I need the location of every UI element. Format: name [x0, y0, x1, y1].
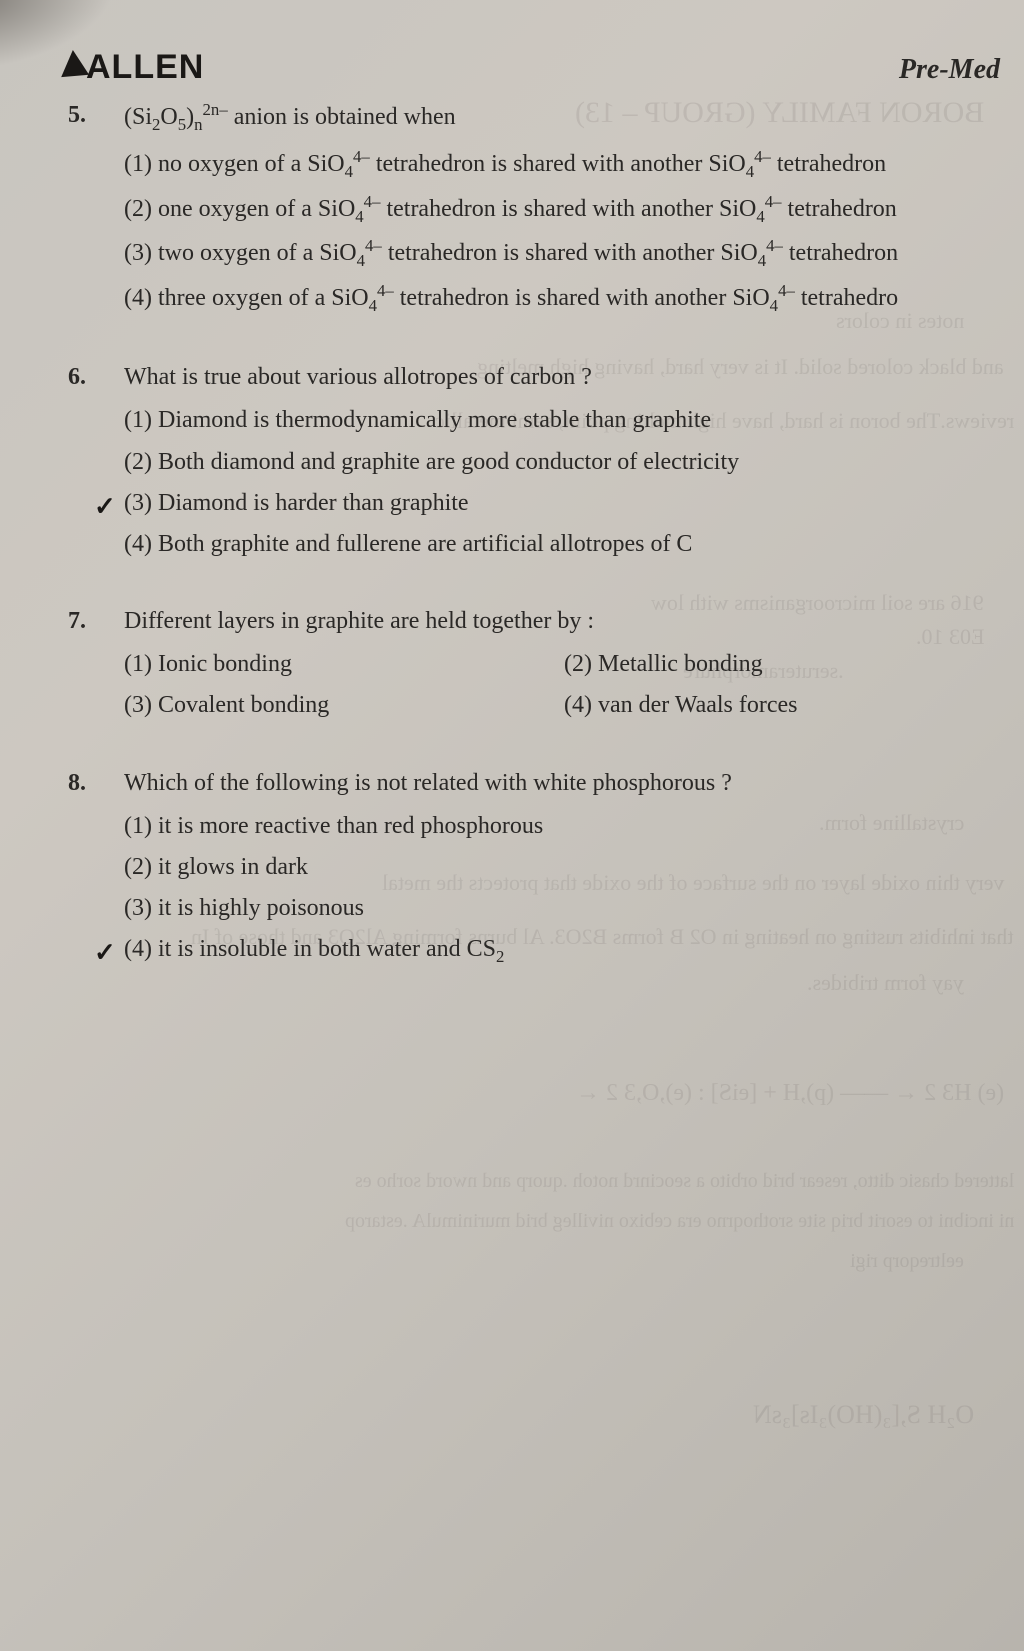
option-text: (1) no oxygen of a SiO44– tetrahedron is… — [124, 151, 886, 177]
question-row: 7.Different layers in graphite are held … — [68, 603, 1004, 729]
option: (3) it is highly poisonous — [124, 890, 1004, 927]
question: 6.What is true about various allotropes … — [68, 359, 1004, 567]
option: (4) three oxygen of a SiO44– tetrahedron… — [124, 278, 1004, 319]
question: 5.(Si2O5)n2n– anion is obtained when (1) … — [68, 97, 1004, 323]
option: (2) Metallic bonding — [564, 646, 1004, 683]
option: (3) two oxygen of a SiO44– tetrahedron i… — [124, 233, 1004, 274]
option: (2) one oxygen of a SiO44– tetrahedron i… — [124, 189, 1004, 230]
question-number: 5. — [68, 97, 124, 323]
header-right: Pre-Med — [899, 54, 1004, 86]
check-icon: ✓ — [94, 933, 116, 973]
option-text: (1) it is more reactive than red phospho… — [124, 813, 543, 839]
options: (1) it is more reactive than red phospho… — [124, 808, 1004, 970]
option: (1) Ionic bonding — [124, 646, 564, 683]
option: (4) van der Waals forces — [564, 687, 1004, 724]
questions-container: 5.(Si2O5)n2n– anion is obtained when (1) … — [68, 97, 1004, 974]
option: ✓(3) Diamond is harder than graphite — [124, 485, 1004, 522]
option-text: (4) it is insoluble in both water and CS… — [124, 936, 504, 962]
question-stem: Which of the following is not related wi… — [124, 765, 1004, 802]
option: (3) Covalent bonding — [124, 687, 564, 724]
option-text: (4) Both graphite and fullerene are arti… — [124, 531, 692, 557]
option: ✓(4) it is insoluble in both water and C… — [124, 931, 1004, 970]
options: (1) no oxygen of a SiO44– tetrahedron is… — [124, 144, 1004, 319]
question-number: 7. — [68, 603, 124, 729]
option-text: (4) van der Waals forces — [564, 692, 798, 718]
option-text: (4) three oxygen of a SiO44– tetrahedron… — [124, 285, 898, 311]
option: (1) Diamond is thermodynamically more st… — [124, 402, 1004, 439]
option-text: (2) Both diamond and graphite are good c… — [124, 449, 739, 475]
question: 8.Which of the following is not related … — [68, 765, 1004, 975]
question-stem: What is true about various allotropes of… — [124, 359, 1004, 396]
option-text: (3) Covalent bonding — [124, 692, 329, 718]
option-text: (3) it is highly poisonous — [124, 895, 364, 921]
question-number: 6. — [68, 359, 124, 567]
question-stem: Different layers in graphite are held to… — [124, 603, 1004, 640]
options: (1) Ionic bonding (2) Metallic bonding (3)… — [124, 646, 1004, 728]
option-text: (2) Metallic bonding — [564, 651, 763, 677]
option: (1) it is more reactive than red phospho… — [124, 808, 1004, 845]
option-text: (2) one oxygen of a SiO44– tetrahedron i… — [124, 196, 897, 222]
question-row: 6.What is true about various allotropes … — [68, 359, 1004, 567]
options: (1) Diamond is thermodynamically more st… — [124, 402, 1004, 563]
header: ALLEN Pre-Med — [68, 48, 1004, 87]
question-body: Which of the following is not related wi… — [124, 765, 1004, 975]
option: (1) no oxygen of a SiO44– tetrahedron is… — [124, 144, 1004, 185]
option: (4) Both graphite and fullerene are arti… — [124, 526, 1004, 563]
option-text: (3) two oxygen of a SiO44– tetrahedron i… — [124, 240, 898, 266]
option: (2) Both diamond and graphite are good c… — [124, 444, 1004, 481]
question-body: What is true about various allotropes of… — [124, 359, 1004, 567]
option-text: (2) it glows in dark — [124, 854, 308, 880]
question-body: (Si2O5)n2n– anion is obtained when (1) no… — [124, 97, 1004, 323]
question-row: 5.(Si2O5)n2n– anion is obtained when (1) … — [68, 97, 1004, 323]
check-icon: ✓ — [94, 487, 116, 527]
option-text: (3) Diamond is harder than graphite — [124, 490, 469, 516]
page: ALLEN Pre-Med 5.(Si2O5)n2n– anion is obt… — [0, 0, 1024, 1651]
question-stem: (Si2O5)n2n– anion is obtained when — [124, 97, 1004, 138]
question-body: Different layers in graphite are held to… — [124, 603, 1004, 729]
option: (2) it glows in dark — [124, 849, 1004, 886]
question-row: 8.Which of the following is not related … — [68, 765, 1004, 975]
option-text: (1) Diamond is thermodynamically more st… — [124, 407, 711, 433]
question: 7.Different layers in graphite are held … — [68, 603, 1004, 729]
option-text: (1) Ionic bonding — [124, 651, 292, 677]
logo: ALLEN — [68, 48, 204, 87]
